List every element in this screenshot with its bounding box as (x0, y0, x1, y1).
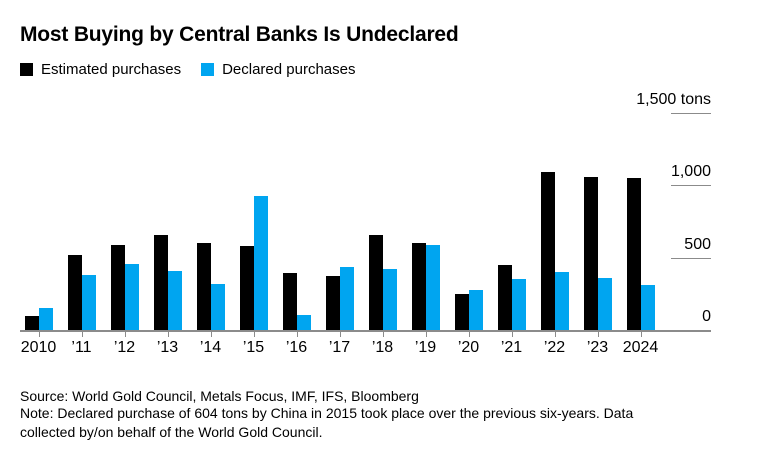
bar-estimated-2010 (24, 315, 39, 330)
bar-declared-19 (425, 245, 440, 330)
bar-declared-14 (210, 284, 225, 330)
bar-estimated-23 (583, 176, 598, 330)
y-axis-label: 1,500 tons (636, 91, 711, 108)
bar-declared-16 (296, 314, 311, 330)
note-text: Note: Declared purchase of 604 tons by C… (20, 405, 634, 440)
y-axis-label: 500 (684, 235, 711, 253)
x-axis-tick (339, 330, 341, 337)
bar-declared-23 (597, 277, 612, 330)
x-axis-label: ’23 (586, 339, 609, 356)
bar-estimated-18 (368, 234, 383, 330)
bar-estimated-13 (153, 235, 168, 330)
bar-group (576, 113, 619, 330)
bar-estimated-19 (411, 242, 426, 330)
legend-swatch-declared-icon (201, 63, 215, 76)
x-axis-tick (597, 330, 599, 337)
y-axis-tick-line (671, 185, 711, 187)
bar-group (533, 113, 576, 330)
x-axis-labels: 2010 ’11 ’12 ’13 ’14 ’15 ’16 ’17 ’18 ’19 ’20 ’21 ’22… (17, 339, 662, 357)
x-axis-label: ’20 (457, 339, 480, 356)
x-axis-tick (253, 330, 255, 337)
x-axis-label: 2010 (20, 339, 57, 356)
bar-estimated-11 (67, 254, 82, 330)
y-axis-tick-line (671, 257, 711, 259)
legend-swatch-estimated-icon (20, 63, 33, 76)
bar-declared-22 (554, 272, 569, 330)
bar-group (60, 113, 103, 330)
x-axis-tick (210, 330, 212, 337)
bar-estimated-14 (196, 242, 211, 330)
x-axis-label: ’18 (371, 339, 394, 356)
y-axis-label: 0 (702, 308, 711, 325)
bar-declared-20 (468, 289, 483, 330)
bar-group (232, 113, 275, 330)
x-axis-label: ’19 (414, 339, 437, 356)
bar-estimated-2024 (626, 178, 641, 330)
bar-declared-13 (167, 271, 182, 330)
x-axis-label: 2024 (622, 339, 659, 356)
bar-estimated-20 (454, 293, 469, 330)
x-axis-label: ’14 (199, 339, 222, 356)
bar-group (318, 113, 361, 330)
y-axis-tick-line (671, 113, 711, 114)
bar-declared-15 (253, 196, 268, 330)
x-axis-line (20, 330, 711, 332)
bar-estimated-17 (325, 275, 340, 330)
x-axis-tick (468, 330, 470, 337)
legend-label-estimated: Estimated purchases (41, 61, 182, 78)
bar-group (17, 113, 60, 330)
x-axis-label: ’12 (113, 339, 136, 356)
bar-group (146, 113, 189, 330)
bar-group (447, 113, 490, 330)
x-axis-label: ’21 (500, 339, 523, 356)
plot-area (17, 113, 662, 330)
x-axis-tick (382, 330, 384, 337)
source-text: Source: World Gold Council, Metals Focus… (20, 388, 419, 404)
bar-group (404, 113, 447, 330)
bar-declared-12 (124, 264, 139, 330)
bar-group (275, 113, 318, 330)
x-axis-tick (640, 330, 642, 337)
x-axis-label: ’15 (242, 339, 265, 356)
x-axis-label: ’13 (156, 339, 179, 356)
bar-estimated-21 (497, 264, 512, 330)
chart-title: Most Buying by Central Banks Is Undeclar… (20, 23, 459, 46)
bar-declared-2024 (640, 285, 655, 330)
y-axis-label: 1,000 (670, 163, 711, 181)
bar-estimated-22 (540, 171, 555, 330)
legend: Estimated purchases Declared purchases (20, 61, 355, 78)
x-axis-tick (425, 330, 427, 337)
legend-label-declared: Declared purchases (222, 61, 356, 78)
legend-item-estimated: Estimated purchases (20, 61, 181, 78)
bar-group (189, 113, 232, 330)
x-axis-tick (511, 330, 513, 337)
x-axis-tick (296, 330, 298, 337)
bar-group (490, 113, 533, 330)
x-axis-label: ’17 (328, 339, 351, 356)
legend-item-declared: Declared purchases (201, 61, 355, 78)
bar-group (619, 113, 662, 330)
x-axis-tick (38, 330, 40, 337)
bar-group (361, 113, 404, 330)
bar-estimated-16 (282, 272, 297, 330)
x-axis-label: ’11 (71, 339, 92, 356)
bar-declared-17 (339, 267, 354, 330)
bar-group (103, 113, 146, 330)
x-axis-label: ’22 (543, 339, 566, 356)
x-axis-tick (81, 330, 83, 337)
bar-estimated-15 (239, 246, 254, 330)
bar-declared-21 (511, 279, 526, 330)
bar-declared-18 (382, 268, 397, 330)
x-axis-tick (554, 330, 556, 337)
bar-declared-11 (81, 275, 96, 330)
bar-estimated-12 (110, 245, 125, 330)
x-axis-tick (124, 330, 126, 337)
x-axis-tick (167, 330, 169, 337)
x-axis-label: ’16 (285, 339, 308, 356)
bar-declared-2010 (38, 308, 53, 330)
